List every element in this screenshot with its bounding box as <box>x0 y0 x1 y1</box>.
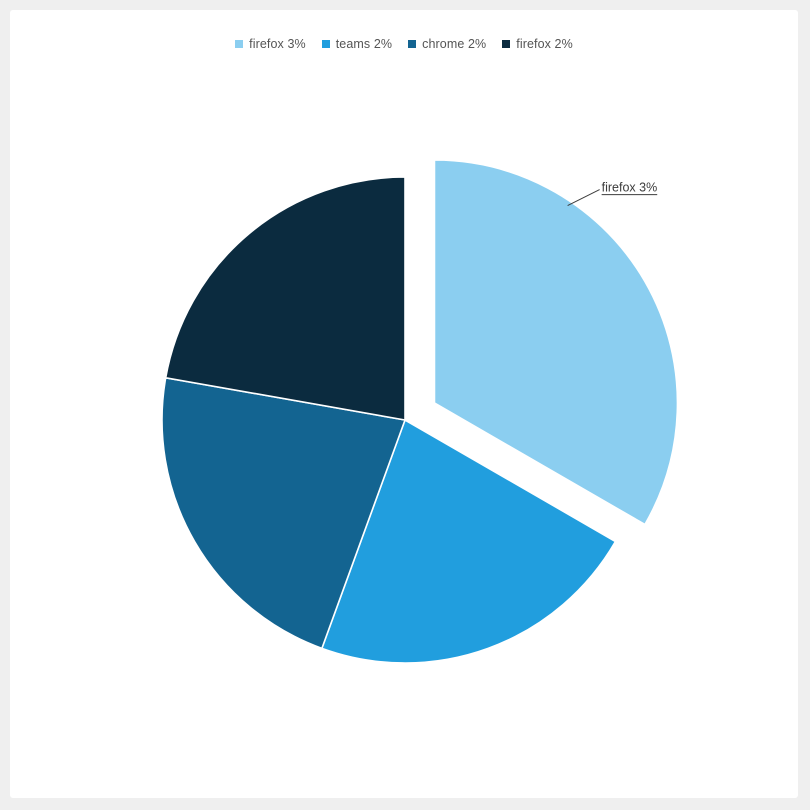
legend-item-firefox-3[interactable]: firefox 3% <box>235 38 306 51</box>
chart-card: firefox 3% teams 2% chrome 2% firefox 2%… <box>10 10 798 798</box>
legend-swatch-icon <box>502 40 511 49</box>
legend-swatch-icon <box>408 40 417 49</box>
chart-legend: firefox 3% teams 2% chrome 2% firefox 2% <box>10 38 798 51</box>
pie-plot-area: firefox 3% <box>10 10 798 798</box>
pie-callouts-group: firefox 3% <box>567 181 658 207</box>
pie-slice[interactable] <box>433 159 679 526</box>
legend-item-label: firefox 2% <box>516 37 573 51</box>
legend-item-label: teams 2% <box>335 37 393 51</box>
pie-chart-svg: firefox 3% <box>161 159 679 664</box>
pie-slice[interactable] <box>321 419 617 664</box>
pie-slices-group <box>161 159 679 664</box>
pie-slice[interactable] <box>161 377 406 650</box>
legend-item-chrome-2[interactable]: chrome 2% <box>408 38 486 51</box>
legend-item-label: chrome 2% <box>422 37 487 51</box>
legend-item-firefox-2[interactable]: firefox 2% <box>502 38 573 51</box>
pie-slice[interactable] <box>164 176 406 421</box>
callout-label: firefox 3% <box>602 181 658 195</box>
legend-item-teams-2[interactable]: teams 2% <box>321 37 393 51</box>
callout-leader-line <box>567 189 600 207</box>
legend-item-label: firefox 3% <box>249 37 306 51</box>
legend-swatch-icon <box>235 40 244 49</box>
legend-swatch-icon <box>321 40 330 49</box>
